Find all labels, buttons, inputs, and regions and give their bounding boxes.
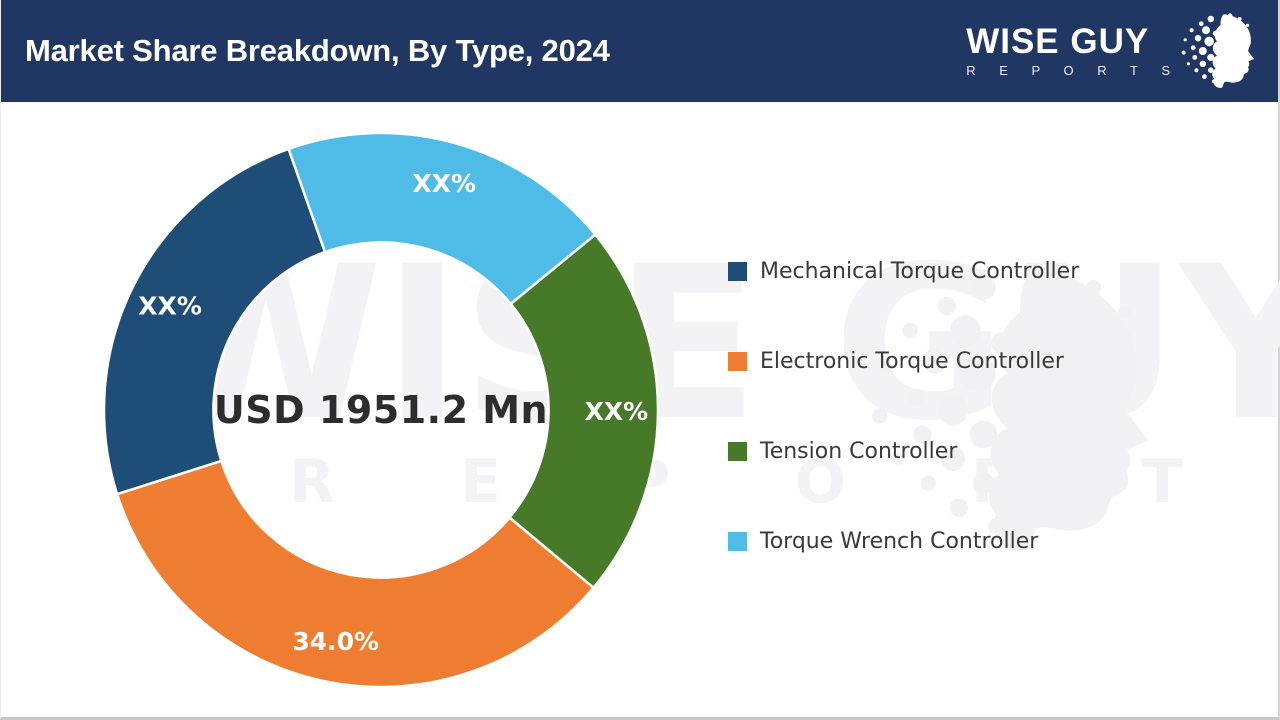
- legend-swatch-electronic: [728, 351, 747, 371]
- legend-item-electronic: Electronic Torque Controller: [728, 348, 1079, 374]
- legend-label-tension: Tension Controller: [760, 438, 958, 464]
- slice-tension-controller: [508, 233, 660, 589]
- center-value: USD 1951.2 Mn: [214, 388, 548, 432]
- legend-item-tension: Tension Controller: [728, 438, 1079, 464]
- legend-swatch-mechanical: [728, 261, 747, 281]
- slice-label-torque-wrench-controller: XX%: [412, 169, 476, 198]
- logo-wiseguy-text: WISE GUY: [966, 22, 1150, 61]
- legend: Mechanical Torque Controller Electronic …: [728, 258, 1079, 618]
- legend-label-electronic: Electronic Torque Controller: [760, 348, 1064, 374]
- header-bar: Market Share Breakdown, By Type, 2024 WI…: [1, 0, 1278, 102]
- legend-label-mechanical: Mechanical Torque Controller: [760, 258, 1080, 284]
- slice-electronic-torque-controller: [115, 459, 595, 689]
- slice-mechanical-torque-controller: [102, 147, 327, 496]
- donut-chart: USD 1951.2 Mn XX% XX% 34.0% XX%: [102, 131, 660, 689]
- logo-wordmark: WISE GUY R E P O R T S: [966, 24, 1180, 78]
- legend-swatch-tension: [728, 441, 747, 461]
- legend-swatch-torque-wrench: [728, 531, 747, 551]
- slice-label-electronic-torque-controller: 34.0%: [292, 627, 379, 656]
- slice-label-mechanical-torque-controller: XX%: [138, 291, 202, 320]
- legend-label-torque-wrench: Torque Wrench Controller: [760, 528, 1039, 554]
- legend-item-mechanical: Mechanical Torque Controller: [728, 258, 1079, 284]
- legend-item-torque-wrench: Torque Wrench Controller: [728, 528, 1079, 554]
- logo-face-icon: [1174, 10, 1262, 92]
- page-title: Market Share Breakdown, By Type, 2024: [25, 33, 610, 68]
- logo-reports-text: R E P O R T S: [966, 63, 1180, 78]
- slice-label-tension-controller: XX%: [585, 397, 649, 426]
- slice-torque-wrench-controller: [287, 131, 597, 306]
- brand-logo: WISE GUY R E P O R T S: [966, 10, 1262, 92]
